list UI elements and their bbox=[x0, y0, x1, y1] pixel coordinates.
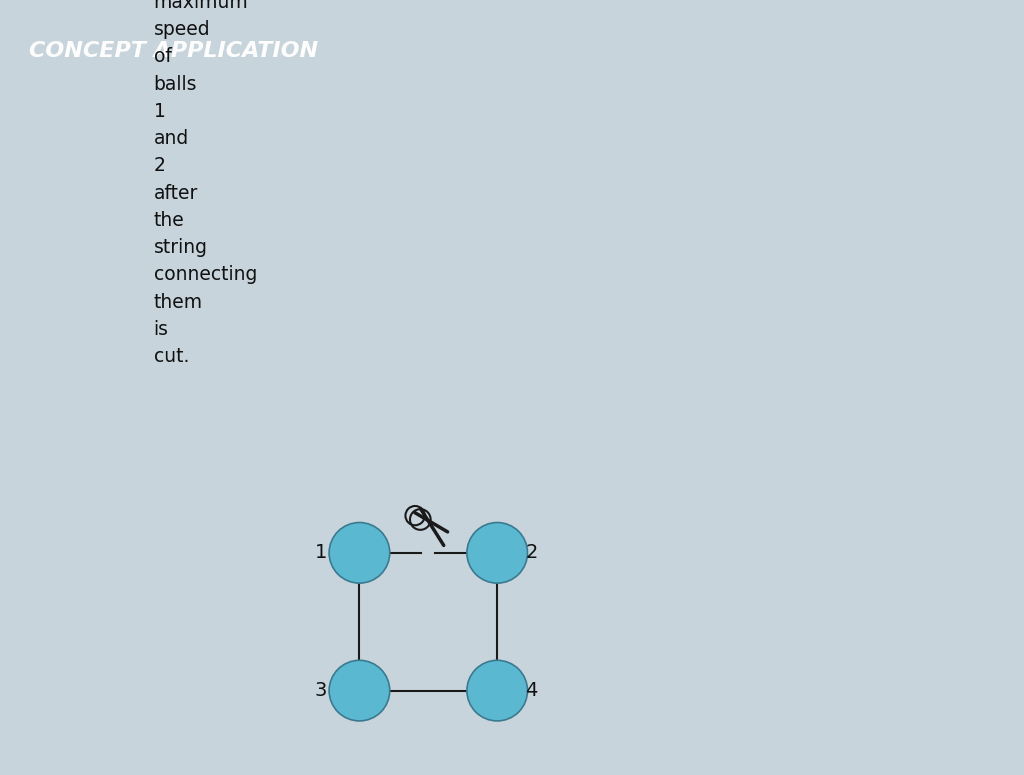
Text: $\mathbf{1.}$ Four balls, each with mass $m$, are connected by four
nonconductin: $\mathbf{1.}$ Four balls, each with mass… bbox=[154, 0, 293, 366]
Circle shape bbox=[467, 522, 527, 583]
Text: 4: 4 bbox=[525, 681, 538, 700]
Text: 2: 2 bbox=[525, 543, 538, 563]
Text: 1: 1 bbox=[314, 543, 327, 563]
Text: 3: 3 bbox=[314, 681, 327, 700]
Circle shape bbox=[329, 522, 390, 583]
Circle shape bbox=[329, 660, 390, 721]
Text: CONCEPT APPLICATION: CONCEPT APPLICATION bbox=[30, 41, 318, 61]
Circle shape bbox=[467, 660, 527, 721]
